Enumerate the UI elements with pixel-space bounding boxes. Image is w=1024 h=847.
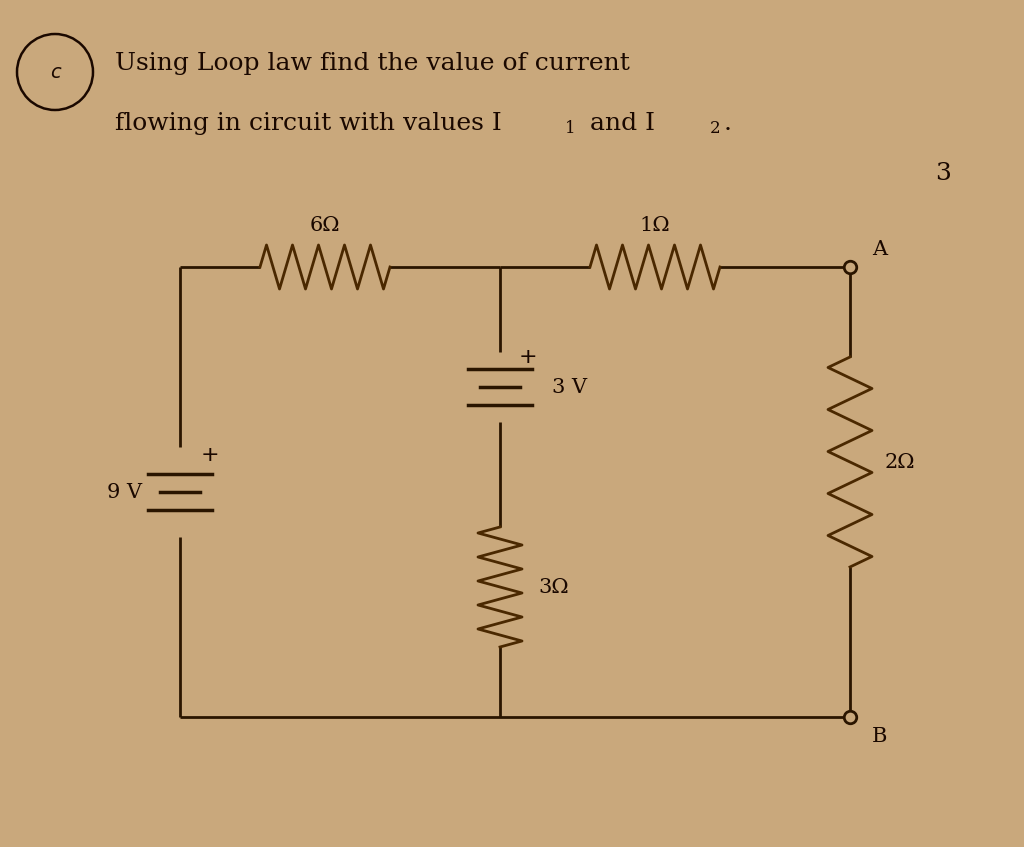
Text: B: B [872, 727, 888, 746]
Text: 3 V: 3 V [552, 378, 587, 396]
Text: 6Ω: 6Ω [309, 216, 340, 235]
Text: 1Ω: 1Ω [640, 216, 671, 235]
Text: .: . [724, 112, 732, 135]
Text: 3: 3 [935, 162, 951, 185]
Text: 2Ω: 2Ω [885, 452, 915, 472]
Text: 9 V: 9 V [108, 483, 142, 501]
Text: 3Ω: 3Ω [538, 578, 568, 596]
Text: +: + [519, 347, 538, 367]
Text: +: + [201, 445, 219, 465]
Text: Using Loop law find the value of current: Using Loop law find the value of current [115, 52, 630, 75]
Text: and I: and I [582, 112, 655, 135]
Text: A: A [872, 240, 887, 259]
Text: c: c [49, 63, 60, 81]
Text: 2: 2 [710, 120, 721, 137]
Text: flowing in circuit with values I: flowing in circuit with values I [115, 112, 502, 135]
Text: 1: 1 [565, 120, 575, 137]
